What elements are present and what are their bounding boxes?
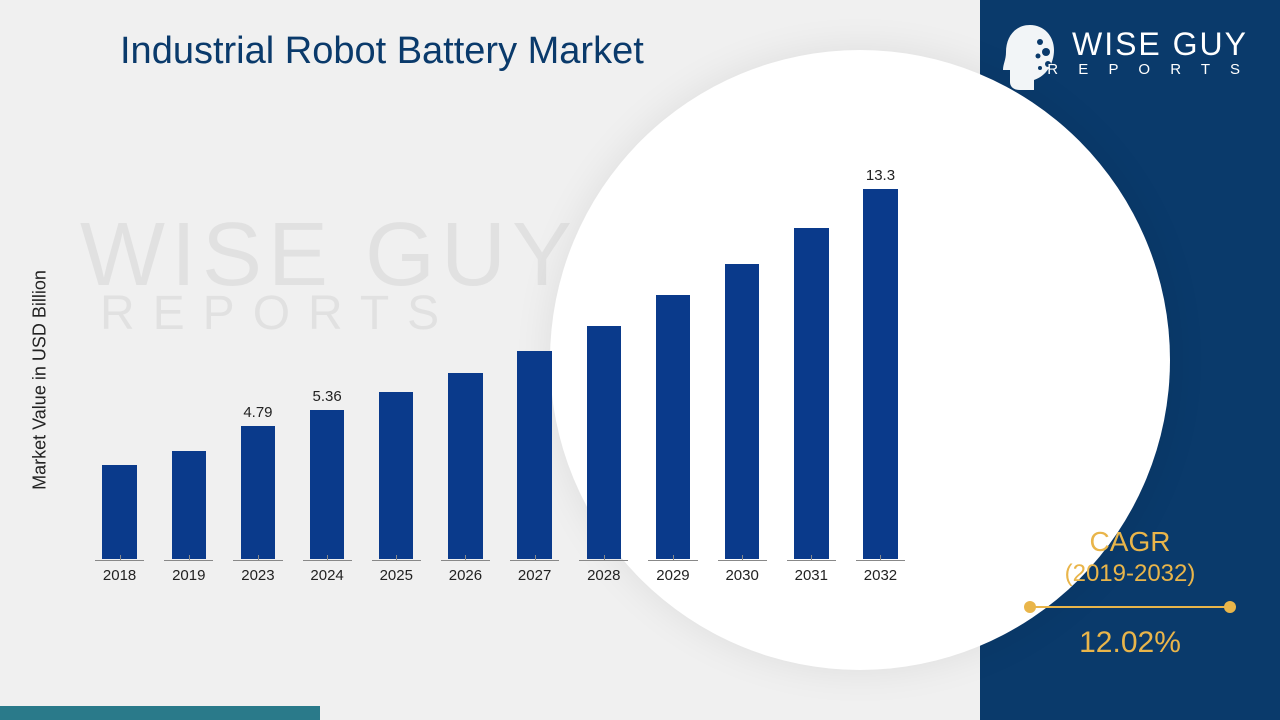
cagr-divider — [1030, 606, 1230, 608]
bar-slot — [164, 170, 213, 559]
bar: 4.79 — [241, 426, 275, 559]
y-axis-label: Market Value in USD Billion — [30, 270, 51, 490]
bar-value-label: 13.3 — [866, 167, 895, 184]
bar-slot — [718, 170, 767, 559]
bar — [517, 351, 551, 559]
plot-area: 4.79 5.36 13.3 — [90, 170, 910, 560]
bar-slot — [787, 170, 836, 559]
x-tick: 2027 — [510, 560, 559, 590]
bar-slot — [510, 170, 559, 559]
bar-slot — [579, 170, 628, 559]
bar-slot: 5.36 — [303, 170, 352, 559]
x-tick: 2024 — [303, 560, 352, 590]
bar — [725, 264, 759, 559]
bar: 5.36 — [310, 410, 344, 559]
bar-slot — [441, 170, 490, 559]
cagr-value: 12.02% — [980, 626, 1280, 660]
bar: 13.3 — [863, 189, 897, 559]
logo-line1: WISE GUY — [1047, 28, 1248, 62]
bar — [656, 295, 690, 559]
x-tick: 2030 — [718, 560, 767, 590]
brand-logo: WISE GUY R E P O R T S — [1047, 28, 1248, 77]
bar — [172, 451, 206, 559]
bar-slot: 13.3 — [856, 170, 905, 559]
x-tick: 2028 — [579, 560, 628, 590]
x-tick: 2025 — [372, 560, 421, 590]
cagr-years: (2019-2032) — [980, 560, 1280, 588]
cagr-label: CAGR — [980, 526, 1280, 558]
bar-value-label: 4.79 — [243, 404, 272, 421]
bar — [794, 228, 828, 559]
bottom-accent-bar — [0, 706, 320, 720]
bar-chart: Market Value in USD Billion 4.795.3613.3… — [50, 170, 910, 590]
bar — [379, 392, 413, 559]
bar-slot — [648, 170, 697, 559]
cagr-block: CAGR (2019-2032) 12.02% — [980, 526, 1280, 660]
x-tick: 2031 — [787, 560, 836, 590]
chart-title: Industrial Robot Battery Market — [120, 30, 644, 73]
bar-slot — [372, 170, 421, 559]
bar-slot — [95, 170, 144, 559]
x-axis-ticks: 2018 2019 2023 2024 2025 2026 2027 2028 2029 2030… — [90, 560, 910, 590]
bar — [102, 465, 136, 559]
bar — [448, 373, 482, 559]
x-tick: 2029 — [648, 560, 697, 590]
x-tick: 2032 — [856, 560, 905, 590]
x-tick: 2026 — [441, 560, 490, 590]
x-tick: 2019 — [164, 560, 213, 590]
bars-container: 4.79 5.36 13.3 — [90, 170, 910, 559]
x-tick: 2023 — [233, 560, 282, 590]
x-tick: 2018 — [95, 560, 144, 590]
bar-value-label: 5.36 — [312, 388, 341, 405]
logo-line2: R E P O R T S — [1047, 62, 1248, 78]
bar — [587, 326, 621, 559]
bar-slot: 4.79 — [233, 170, 282, 559]
